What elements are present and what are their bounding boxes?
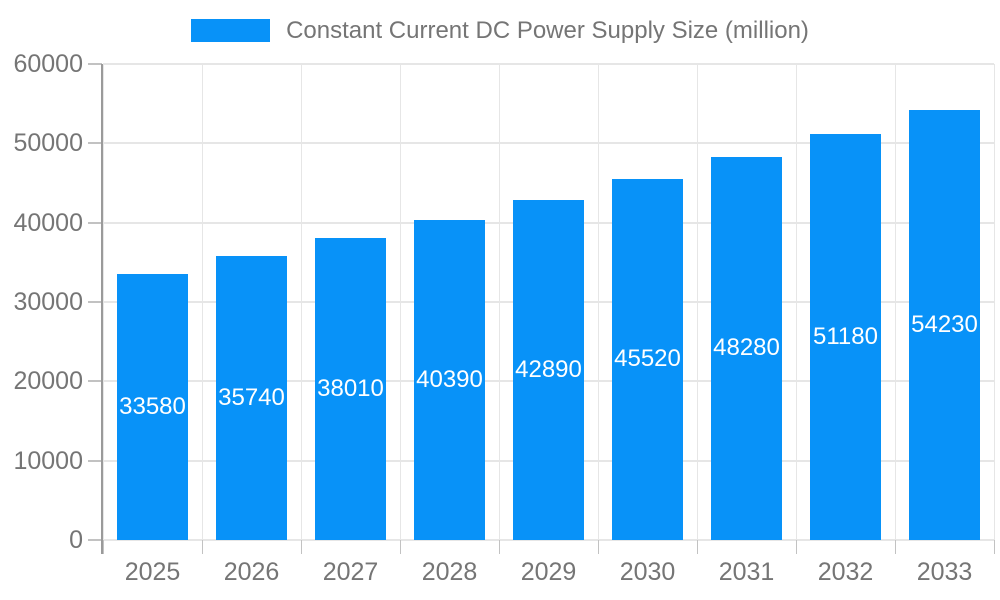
y-axis-tick [88, 301, 102, 303]
y-axis-tick-label: 10000 [13, 446, 83, 475]
bar-2032[interactable] [810, 133, 881, 540]
v-gridline [498, 64, 500, 540]
legend-item[interactable]: Constant Current DC Power Supply Size (m… [191, 17, 809, 44]
bar-value-label-2033: 54230 [911, 310, 978, 338]
h-gridline [103, 142, 994, 145]
bar-2031[interactable] [711, 156, 782, 540]
x-axis-tick [300, 540, 302, 554]
x-axis-tick [102, 540, 104, 554]
bar-2033[interactable] [909, 109, 980, 540]
x-axis-tick-label: 2027 [322, 558, 379, 586]
x-axis-tick [993, 540, 995, 554]
legend-label: Constant Current DC Power Supply Size (m… [286, 17, 809, 44]
x-axis-tick [201, 540, 203, 554]
h-gridline [103, 539, 994, 541]
bar-value-label-2026: 35740 [218, 384, 285, 412]
bar-2026[interactable] [216, 256, 287, 540]
x-axis-tick-label: 2025 [124, 558, 181, 586]
y-axis-tick-label: 60000 [13, 50, 83, 78]
bar-value-label-2027: 38010 [317, 375, 384, 403]
y-axis-tick-label: 40000 [13, 208, 83, 237]
bar-value-label-2031: 48280 [713, 334, 780, 362]
legend-color-swatch [191, 19, 271, 42]
x-axis-tick-label: 2026 [223, 558, 280, 586]
v-gridline [300, 64, 302, 540]
x-axis-tick [696, 540, 698, 554]
bar-2030[interactable] [612, 178, 683, 540]
y-axis-tick [88, 539, 102, 541]
x-axis-tick-label: 2028 [421, 558, 478, 586]
v-gridline [201, 64, 203, 540]
bar-2029[interactable] [513, 199, 584, 540]
bar-value-label-2029: 42890 [515, 355, 582, 383]
bar-value-label-2025: 33580 [119, 392, 186, 420]
h-gridline [103, 63, 994, 65]
y-axis-tick-label: 0 [69, 526, 83, 554]
bar-value-label-2028: 40390 [416, 365, 483, 393]
v-gridline [795, 64, 797, 540]
x-axis-tick [399, 540, 401, 554]
x-axis-tick [894, 540, 896, 554]
v-gridline [696, 64, 698, 540]
y-axis-tick-label: 20000 [13, 367, 83, 396]
bar-value-label-2030: 45520 [614, 345, 681, 373]
y-axis-tick [88, 142, 102, 145]
x-axis-tick [498, 540, 500, 554]
x-axis-tick-label: 2033 [916, 558, 973, 586]
v-gridline [597, 64, 599, 540]
v-gridline [102, 64, 104, 540]
bar-2025[interactable] [117, 273, 188, 540]
x-axis-tick [597, 540, 599, 554]
y-axis-tick [88, 380, 102, 383]
y-axis-line [101, 64, 103, 554]
legend: Constant Current DC Power Supply Size (m… [0, 17, 1000, 44]
y-axis-tick [88, 63, 102, 65]
bar-2027[interactable] [315, 238, 386, 540]
v-gridline [894, 64, 896, 540]
bar-2028[interactable] [414, 219, 485, 540]
x-axis-tick-label: 2032 [817, 558, 874, 586]
y-axis-tick [88, 221, 102, 224]
x-axis-tick [795, 540, 797, 554]
y-axis-tick [88, 459, 102, 462]
bar-value-label-2032: 51180 [813, 322, 878, 350]
y-axis-tick-label: 30000 [13, 288, 83, 316]
v-gridline [399, 64, 401, 540]
v-gridline [993, 64, 995, 540]
x-axis-tick-label: 2029 [520, 558, 577, 586]
x-axis-tick-label: 2031 [718, 558, 775, 586]
y-axis-tick-label: 50000 [13, 129, 83, 158]
x-axis-tick-label: 2030 [619, 558, 676, 586]
